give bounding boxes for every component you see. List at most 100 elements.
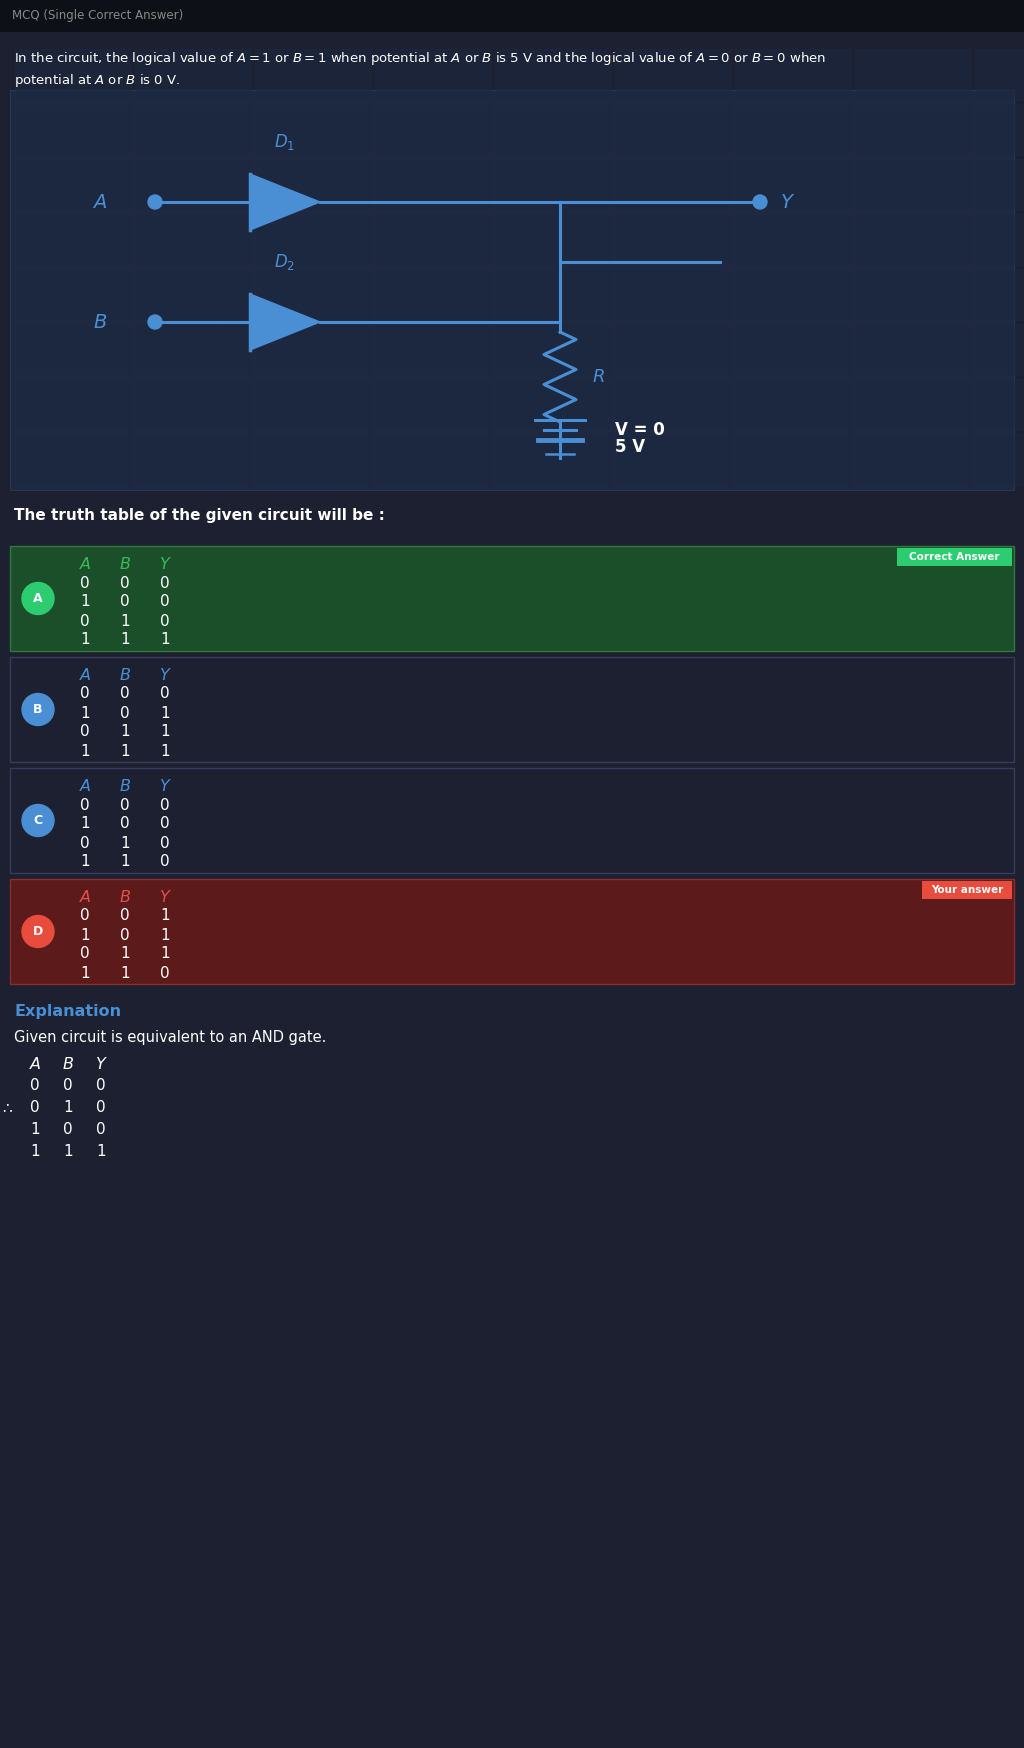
Text: Correct Answer: Correct Answer <box>909 552 999 563</box>
Text: A: A <box>33 593 43 605</box>
Bar <box>135 323 251 376</box>
Bar <box>615 269 731 320</box>
Bar <box>975 434 1024 484</box>
Bar <box>15 323 131 376</box>
Text: $B$: $B$ <box>119 556 131 572</box>
Bar <box>495 103 611 156</box>
Text: 1: 1 <box>96 1145 105 1159</box>
Bar <box>375 103 490 156</box>
Bar <box>15 379 131 430</box>
Text: 1: 1 <box>160 946 170 961</box>
Bar <box>135 379 251 430</box>
Bar <box>15 434 131 484</box>
Polygon shape <box>250 175 319 231</box>
Bar <box>975 379 1024 430</box>
Text: 1: 1 <box>160 909 170 923</box>
Bar <box>10 767 1014 872</box>
Bar <box>855 379 971 430</box>
Bar <box>0 0 1024 31</box>
Text: $Y$: $Y$ <box>159 556 171 572</box>
Text: potential at $A$ or $B$ is 0 V.: potential at $A$ or $B$ is 0 V. <box>14 72 180 89</box>
Bar <box>375 323 490 376</box>
Text: 1: 1 <box>30 1145 40 1159</box>
Text: 0: 0 <box>80 797 90 813</box>
Text: $D_1$: $D_1$ <box>274 133 296 152</box>
Bar <box>615 379 731 430</box>
Text: 0: 0 <box>160 797 170 813</box>
Bar <box>975 159 1024 210</box>
Bar <box>735 323 851 376</box>
Text: 1: 1 <box>80 743 90 759</box>
Text: 1: 1 <box>80 594 90 610</box>
Text: $R$: $R$ <box>592 369 604 386</box>
Text: 0: 0 <box>120 575 130 591</box>
Text: D: D <box>33 925 43 939</box>
Bar <box>10 879 1014 984</box>
Bar <box>735 49 851 100</box>
Bar <box>135 269 251 320</box>
Bar <box>975 269 1024 320</box>
Text: 1: 1 <box>160 724 170 739</box>
Bar <box>10 657 1014 762</box>
Text: 1: 1 <box>63 1101 73 1115</box>
Text: 1: 1 <box>160 743 170 759</box>
Text: 0: 0 <box>120 816 130 832</box>
Circle shape <box>753 196 767 210</box>
Bar <box>855 213 971 266</box>
Text: B: B <box>33 703 43 717</box>
Text: $D_2$: $D_2$ <box>274 252 296 273</box>
Bar <box>135 159 251 210</box>
Text: C: C <box>34 815 43 827</box>
Bar <box>495 213 611 266</box>
Text: 1: 1 <box>120 855 130 869</box>
Bar <box>735 379 851 430</box>
Bar <box>255 269 371 320</box>
Text: 0: 0 <box>63 1079 73 1094</box>
Circle shape <box>148 315 162 329</box>
Text: ∴: ∴ <box>2 1101 12 1115</box>
Text: 0: 0 <box>160 687 170 701</box>
Text: $A$: $A$ <box>79 890 91 905</box>
Text: 1: 1 <box>80 633 90 647</box>
Text: Your answer: Your answer <box>931 884 1004 895</box>
Text: 0: 0 <box>80 836 90 851</box>
Text: V = 0: V = 0 <box>615 421 665 439</box>
Bar <box>135 49 251 100</box>
Bar <box>10 545 1014 650</box>
Bar <box>897 549 1012 566</box>
Bar <box>375 379 490 430</box>
Bar <box>855 49 971 100</box>
Text: $A$: $A$ <box>79 778 91 794</box>
Bar <box>255 103 371 156</box>
Text: 0: 0 <box>80 909 90 923</box>
Text: 0: 0 <box>160 965 170 981</box>
Bar <box>615 49 731 100</box>
Bar <box>10 89 1014 489</box>
Bar <box>735 434 851 484</box>
Text: 1: 1 <box>160 706 170 720</box>
Bar <box>495 49 611 100</box>
Bar <box>495 323 611 376</box>
Circle shape <box>22 694 54 725</box>
Bar <box>495 269 611 320</box>
Text: In the circuit, the logical value of $A = 1$ or $B = 1$ when potential at $A$ or: In the circuit, the logical value of $A … <box>14 51 826 66</box>
Bar <box>855 103 971 156</box>
Text: 1: 1 <box>120 946 130 961</box>
Text: 0: 0 <box>160 816 170 832</box>
Text: $B$: $B$ <box>119 890 131 905</box>
Text: 0: 0 <box>160 575 170 591</box>
Bar <box>855 159 971 210</box>
Text: 0: 0 <box>96 1101 105 1115</box>
Text: 1: 1 <box>80 855 90 869</box>
Bar <box>135 213 251 266</box>
Circle shape <box>22 916 54 947</box>
Circle shape <box>22 582 54 615</box>
Text: 0: 0 <box>96 1122 105 1138</box>
Text: $Y$: $Y$ <box>159 778 171 794</box>
Bar <box>855 269 971 320</box>
Bar <box>15 159 131 210</box>
Bar <box>615 213 731 266</box>
Text: 1: 1 <box>80 965 90 981</box>
Bar <box>615 159 731 210</box>
Bar <box>735 159 851 210</box>
